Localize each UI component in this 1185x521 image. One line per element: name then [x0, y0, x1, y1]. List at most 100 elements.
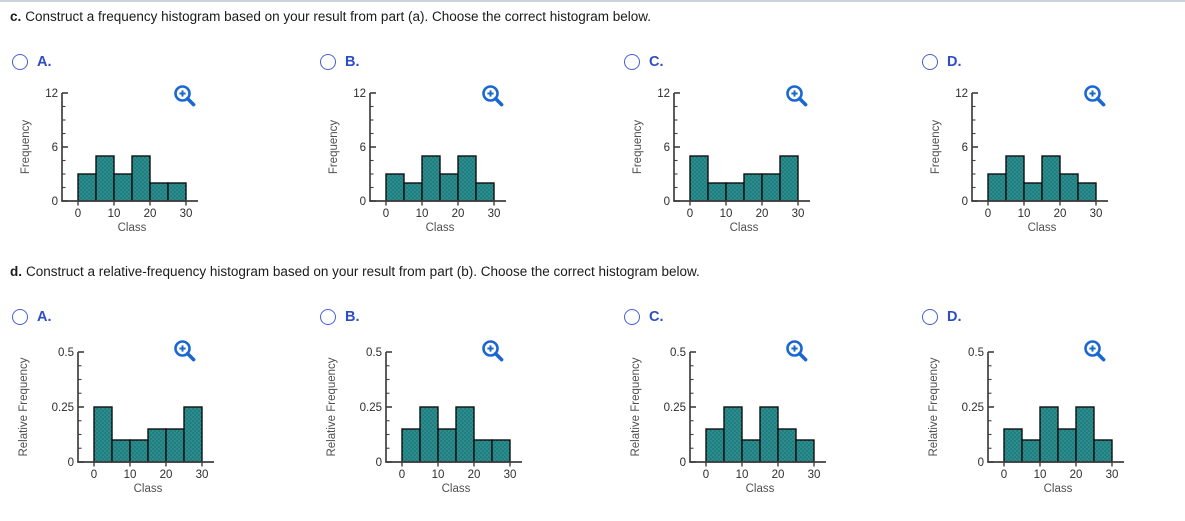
option-letter-c-c: C.: [649, 54, 664, 70]
option-header: D.: [918, 308, 1185, 326]
svg-text:30: 30: [196, 469, 209, 481]
svg-text:Class: Class: [442, 483, 471, 495]
svg-text:0: 0: [399, 469, 405, 481]
svg-text:10: 10: [1018, 208, 1031, 220]
option-c-c: C. 0 6 12 0 10 20 30 Class Frequency: [620, 53, 918, 235]
svg-text:10: 10: [736, 469, 749, 481]
svg-text:Class: Class: [134, 483, 163, 495]
chart-area-d-b: 0 0.25 0.5 0 10 20 30 Class Relative Frequency: [322, 338, 528, 496]
svg-text:0: 0: [91, 469, 97, 481]
option-c-d: D. 0 6 12 0 10 20 30 Class Frequency: [918, 53, 1185, 235]
option-c-a: A. 0 6 12 0 10 20 30 Class Frequency: [8, 53, 316, 235]
svg-text:0: 0: [1001, 469, 1007, 481]
svg-text:0.5: 0.5: [968, 347, 984, 359]
svg-text:20: 20: [452, 208, 465, 220]
svg-text:0: 0: [75, 208, 81, 220]
question-c-prefix: c.: [10, 9, 22, 24]
svg-text:0.5: 0.5: [670, 347, 686, 359]
svg-text:0.5: 0.5: [366, 347, 382, 359]
options-row-c: A. 0 6 12 0 10 20 30 Class Frequency B. 0 6 12 0 10 2…: [8, 53, 1185, 235]
svg-text:Class: Class: [118, 222, 147, 234]
svg-text:0: 0: [52, 196, 58, 208]
svg-text:6: 6: [360, 142, 366, 154]
option-letter-d-d: D.: [947, 309, 962, 325]
question-c-body: Construct a frequency histogram based on…: [25, 9, 652, 24]
svg-text:0.5: 0.5: [58, 347, 74, 359]
radio-option-c-b[interactable]: [320, 54, 336, 70]
histogram-c-a: 0 6 12 0 10 20 30 Class Frequency: [14, 83, 206, 235]
svg-text:Class: Class: [730, 222, 759, 234]
svg-text:Class: Class: [426, 222, 455, 234]
svg-text:0.25: 0.25: [360, 402, 382, 414]
question-d-prefix: d.: [10, 264, 22, 279]
svg-text:0: 0: [68, 457, 74, 469]
svg-text:0.25: 0.25: [962, 402, 984, 414]
svg-text:10: 10: [720, 208, 733, 220]
svg-text:20: 20: [1070, 469, 1083, 481]
svg-text:0.25: 0.25: [664, 402, 686, 414]
radio-option-c-a[interactable]: [12, 54, 28, 70]
radio-option-d-d[interactable]: [922, 309, 938, 325]
svg-text:Class: Class: [746, 483, 775, 495]
svg-text:30: 30: [488, 208, 501, 220]
svg-text:10: 10: [108, 208, 121, 220]
histogram-c-d: 0 6 12 0 10 20 30 Class Frequency: [924, 83, 1116, 235]
option-header: C.: [620, 308, 918, 326]
option-d-a: A. 0 0.25 0.5 0 10 20 30 Class Relative Frequenc…: [8, 308, 316, 496]
zoom-in-icon[interactable]: [784, 338, 810, 364]
option-letter-c-b: B.: [345, 54, 360, 70]
chart-area-d-d: 0 0.25 0.5 0 10 20 30 Class Relative Frequency: [924, 338, 1130, 496]
radio-option-c-d[interactable]: [922, 54, 938, 70]
radio-option-d-b[interactable]: [320, 309, 336, 325]
svg-text:Frequency: Frequency: [632, 120, 644, 175]
option-header: D.: [918, 53, 1185, 71]
zoom-in-icon[interactable]: [480, 338, 506, 364]
svg-text:Frequency: Frequency: [20, 120, 32, 175]
zoom-in-icon[interactable]: [1082, 83, 1108, 109]
svg-text:0: 0: [703, 469, 709, 481]
svg-text:30: 30: [808, 469, 821, 481]
svg-text:10: 10: [1034, 469, 1047, 481]
chart-area-c-d: 0 6 12 0 10 20 30 Class Frequency: [924, 83, 1116, 235]
svg-text:0: 0: [360, 196, 366, 208]
radio-option-d-c[interactable]: [624, 309, 640, 325]
svg-text:30: 30: [504, 469, 517, 481]
svg-text:20: 20: [144, 208, 157, 220]
zoom-in-icon[interactable]: [480, 83, 506, 109]
svg-text:10: 10: [432, 469, 445, 481]
option-letter-d-a: A.: [37, 309, 52, 325]
svg-text:Frequency: Frequency: [328, 120, 340, 175]
options-row-d: A. 0 0.25 0.5 0 10 20 30 Class Relative Frequenc…: [8, 308, 1185, 496]
option-header: A.: [8, 308, 316, 326]
svg-text:10: 10: [124, 469, 137, 481]
option-d-c: C. 0 0.25 0.5 0 10 20 30 Class Relative Frequenc…: [620, 308, 918, 496]
option-d-d: D. 0 0.25 0.5 0 10 20 30 Class Relative Frequenc…: [918, 308, 1185, 496]
option-header: B.: [316, 308, 620, 326]
svg-text:Relative Frequency: Relative Frequency: [18, 357, 30, 456]
svg-text:20: 20: [160, 469, 173, 481]
svg-text:30: 30: [180, 208, 193, 220]
svg-text:6: 6: [52, 142, 58, 154]
question-d-section: d. Construct a relative-frequency histogr…: [0, 263, 1185, 496]
option-c-b: B. 0 6 12 0 10 20 30 Class Frequency: [316, 53, 620, 235]
zoom-in-icon[interactable]: [784, 83, 810, 109]
chart-area-c-c: 0 6 12 0 10 20 30 Class Frequency: [626, 83, 818, 235]
svg-text:12: 12: [353, 88, 366, 100]
question-c-section: c. Construct a frequency histogram based …: [0, 8, 1185, 235]
option-d-b: B. 0 0.25 0.5 0 10 20 30 Class Relative Frequenc…: [316, 308, 620, 496]
svg-text:0: 0: [383, 208, 389, 220]
histogram-c-b: 0 6 12 0 10 20 30 Class Frequency: [322, 83, 514, 235]
zoom-in-icon[interactable]: [172, 83, 198, 109]
zoom-in-icon[interactable]: [1082, 338, 1108, 364]
svg-text:30: 30: [1090, 208, 1103, 220]
svg-text:Relative Frequency: Relative Frequency: [326, 357, 338, 456]
svg-text:20: 20: [772, 469, 785, 481]
svg-text:20: 20: [1054, 208, 1067, 220]
option-header: A.: [8, 53, 316, 71]
zoom-in-icon[interactable]: [172, 338, 198, 364]
chart-area-d-c: 0 0.25 0.5 0 10 20 30 Class Relative Frequency: [626, 338, 832, 496]
svg-text:12: 12: [955, 88, 968, 100]
svg-text:Frequency: Frequency: [930, 120, 942, 175]
radio-option-c-c[interactable]: [624, 54, 640, 70]
radio-option-d-a[interactable]: [12, 309, 28, 325]
